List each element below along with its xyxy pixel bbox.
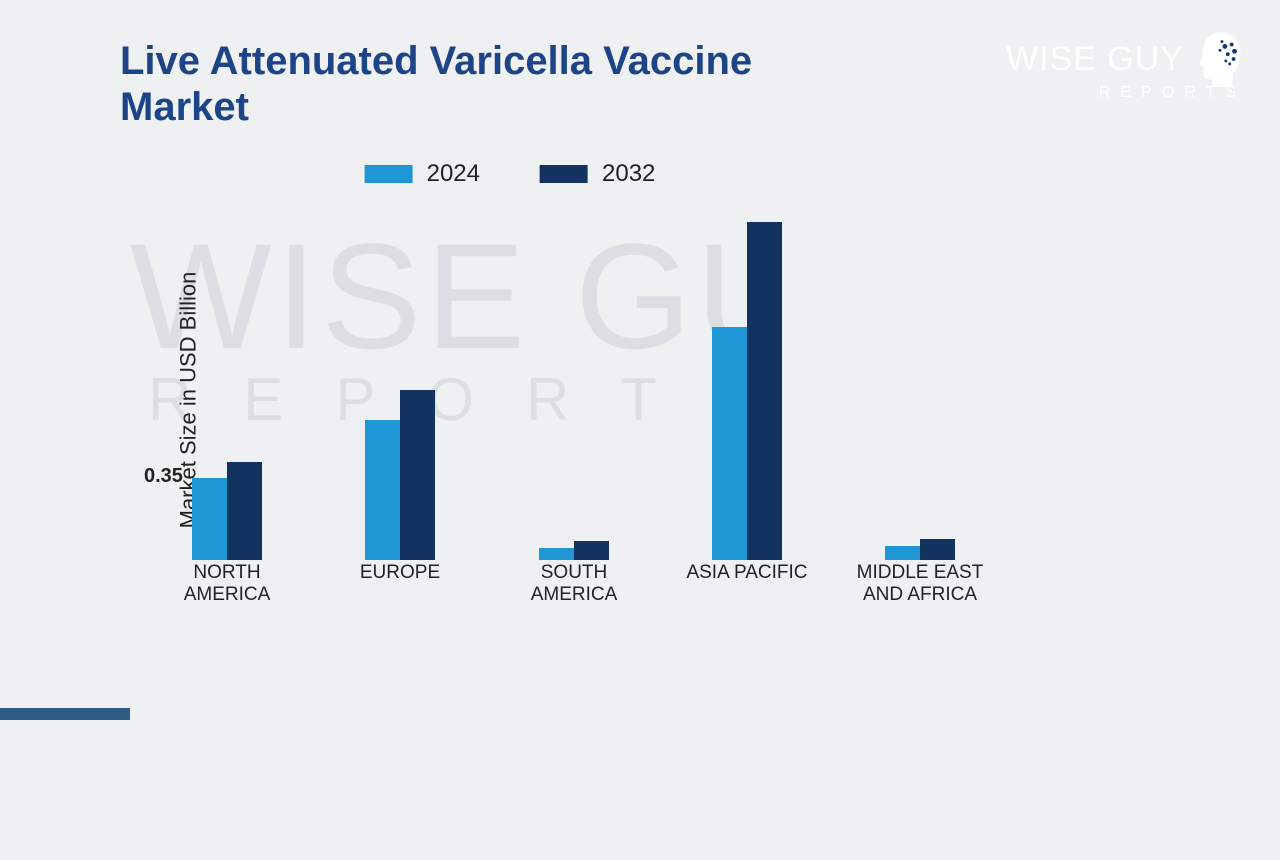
chart-title: Live Attenuated Varicella Vaccine Market (120, 38, 840, 130)
bar-2032 (574, 541, 609, 560)
plot-area: 0.35 (150, 210, 940, 560)
x-axis-category-label: ASIA PACIFIC (682, 562, 812, 584)
bar-group (365, 390, 435, 560)
bar-2032 (227, 462, 262, 560)
legend-label-2024: 2024 (427, 160, 480, 188)
x-axis-category-label: EUROPE (335, 562, 465, 584)
bottom-accent-bar (0, 708, 130, 720)
logo-wiseguy-text: WISE GUY (1006, 40, 1184, 79)
bar-2032 (920, 539, 955, 560)
x-axis-category-label: NORTH AMERICA (162, 562, 292, 606)
legend-swatch-2032 (540, 165, 588, 183)
bar-2032 (400, 390, 435, 560)
logo-reports-text: REPORTS (1006, 84, 1250, 102)
legend-swatch-2024 (365, 165, 413, 183)
bar-group (885, 539, 955, 560)
x-axis-category-label: SOUTH AMERICA (509, 562, 639, 606)
legend-item-2024: 2024 (365, 160, 480, 188)
bar-group (192, 462, 262, 560)
bar-2024 (365, 420, 400, 560)
x-axis-labels: NORTH AMERICA EUROPE SOUTH AMERICA ASIA PAC… (150, 562, 940, 642)
bar-2024 (192, 478, 227, 560)
bar-chart: Market Size in USD Billion 2024 2032 0.3… (60, 160, 960, 640)
chart-legend: 2024 2032 (365, 160, 656, 188)
bar-2032 (747, 222, 782, 560)
legend-item-2032: 2032 (540, 160, 655, 188)
bar-2024 (539, 548, 574, 560)
brand-logo: WISE GUY REPORTS (1006, 30, 1250, 102)
legend-label-2032: 2032 (602, 160, 655, 188)
bar-value-label: 0.35 (144, 465, 183, 488)
logo-head-icon (1192, 30, 1250, 88)
bar-2024 (885, 546, 920, 560)
bar-group (712, 222, 782, 560)
x-axis-category-label: MIDDLE EAST AND AFRICA (855, 562, 985, 606)
bar-group (539, 541, 609, 560)
bar-2024 (712, 327, 747, 560)
